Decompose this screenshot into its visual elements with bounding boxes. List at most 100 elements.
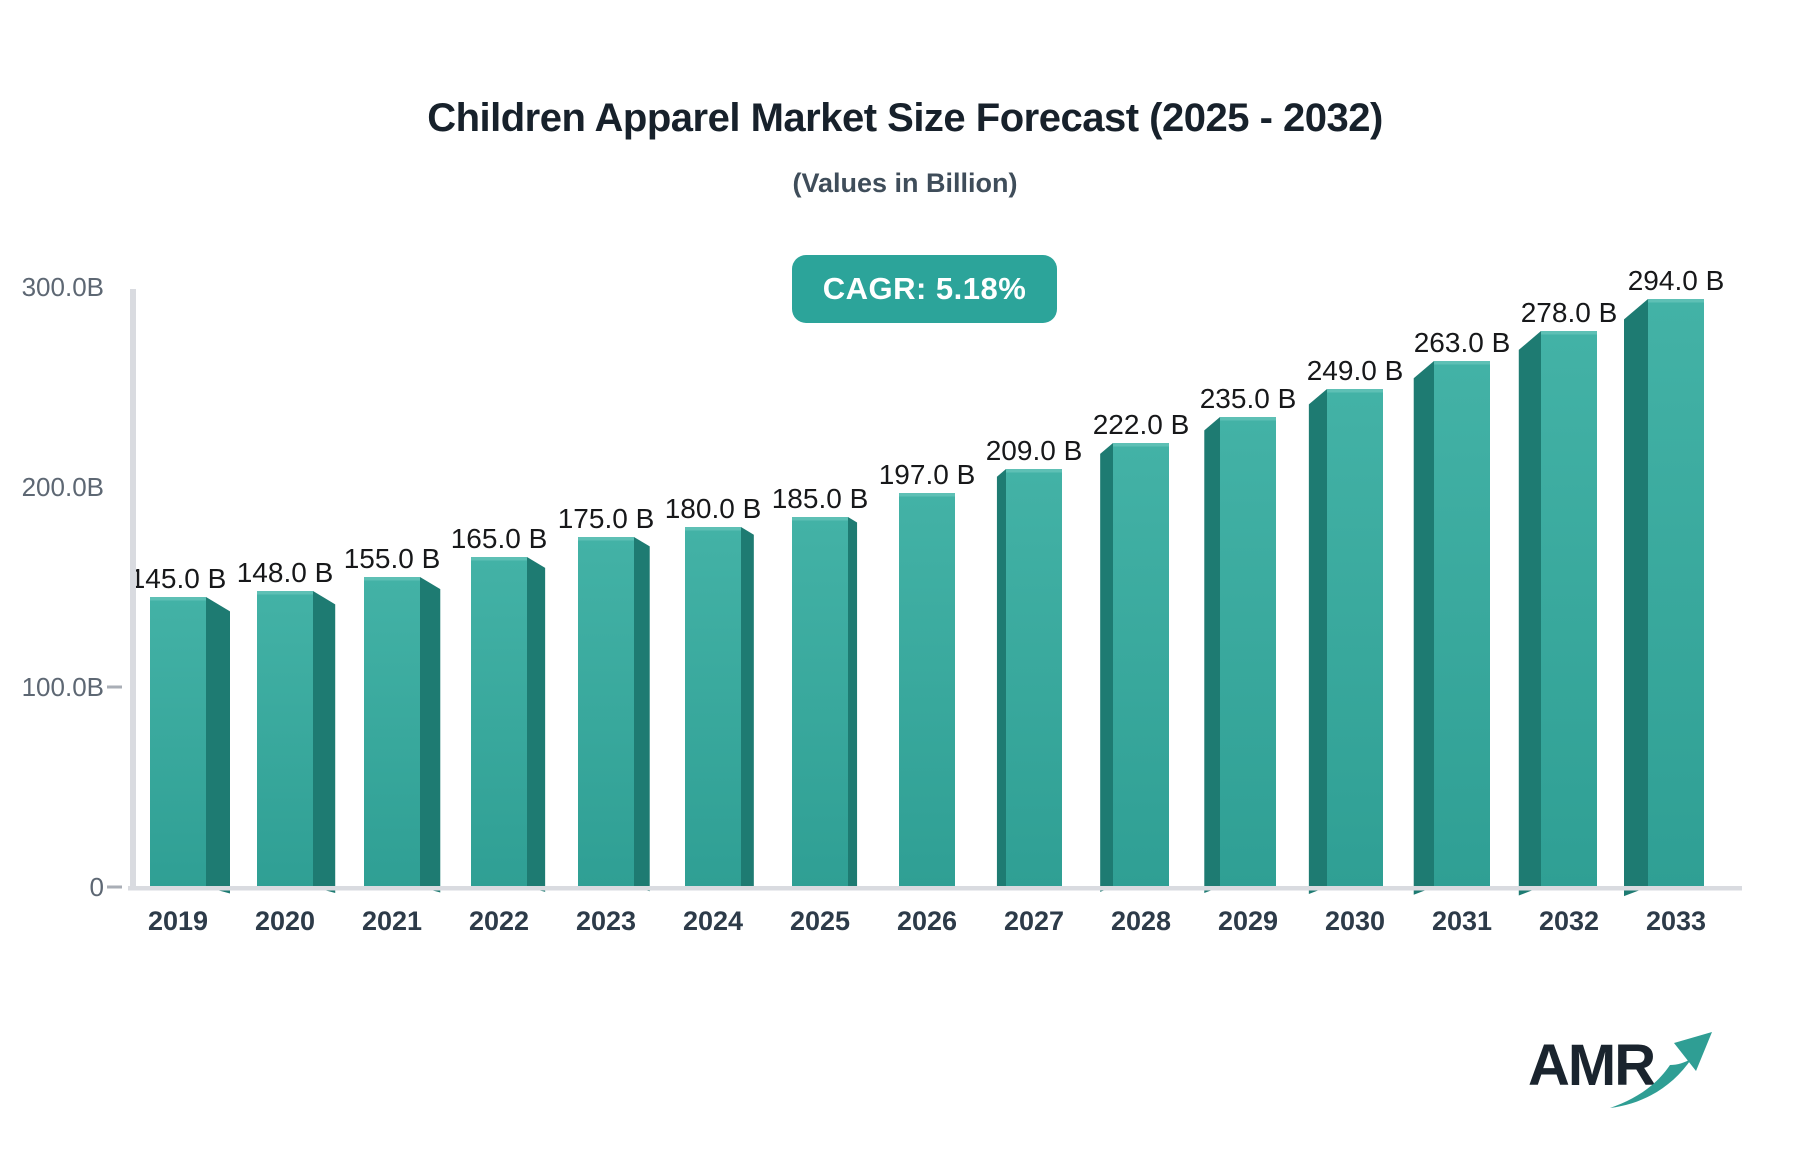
y-axis-line (130, 289, 136, 890)
y-tick-dash (107, 885, 122, 889)
bar-front-face (1006, 469, 1062, 887)
bar-top-highlight (1434, 361, 1490, 365)
bar-side-face (313, 591, 336, 893)
bar-front-face (1648, 299, 1704, 887)
x-axis-label: 2019 (148, 906, 208, 936)
bar-top-highlight (1113, 443, 1169, 447)
bar-front-face (150, 597, 206, 887)
bar-front-face (1113, 443, 1169, 887)
bar-2020: 148.0 B 2020 (237, 557, 336, 936)
bar-value-label: 185.0 B (772, 483, 869, 514)
bars: 145.0 B 2019 148.0 B 2020 155.0 B 2021 165.0 B… (130, 265, 1725, 936)
bar-side-face (1308, 389, 1327, 894)
bar-value-label: 249.0 B (1307, 355, 1404, 386)
y-axis-label: 100.0B (22, 672, 104, 702)
bar-top-highlight (578, 537, 634, 541)
x-axis-label: 2025 (790, 906, 850, 936)
bar-2033: 294.0 B 2033 (1624, 265, 1724, 936)
x-axis-label: 2032 (1539, 906, 1599, 936)
y-axis-label: 0 (90, 872, 104, 902)
bar-top-highlight (364, 577, 420, 581)
bar-top-highlight (471, 557, 527, 561)
bar-2028: 222.0 B 2028 (1093, 409, 1190, 936)
bar-top-highlight (1006, 469, 1062, 473)
bar-front-face (685, 527, 741, 887)
bar-front-face (364, 577, 420, 887)
bar-2022: 165.0 B 2022 (451, 523, 548, 936)
bar-value-label: 165.0 B (451, 523, 548, 554)
bar-value-label: 222.0 B (1093, 409, 1190, 440)
bar-2025: 185.0 B 2025 (772, 483, 869, 936)
x-axis-label: 2028 (1111, 906, 1171, 936)
x-axis-line (128, 886, 1742, 891)
x-axis-label: 2027 (1004, 906, 1064, 936)
bar-top-highlight (150, 597, 206, 601)
x-axis-label: 2033 (1646, 906, 1706, 936)
cagr-badge: CAGR: 5.18% (792, 255, 1057, 323)
bar-value-label: 148.0 B (237, 557, 334, 588)
bar-top-highlight (685, 527, 741, 531)
bar-front-face (899, 493, 955, 887)
bar-value-label: 278.0 B (1521, 297, 1618, 328)
bar-value-label: 197.0 B (879, 459, 976, 490)
page-title: Children Apparel Market Size Forecast (2… (427, 96, 1383, 140)
bar-2021: 155.0 B 2021 (344, 543, 441, 936)
x-axis-label: 2024 (683, 906, 743, 936)
y-axis-label: 300.0B (22, 272, 104, 302)
bar-value-label: 175.0 B (558, 503, 655, 534)
bar-value-label: 294.0 B (1628, 265, 1725, 296)
bar-value-label: 209.0 B (986, 435, 1083, 466)
bar-top-highlight (1327, 389, 1383, 393)
bar-side-face (527, 557, 546, 892)
bar-front-face (471, 557, 527, 887)
bar-side-face (1413, 361, 1434, 895)
bar-front-face (1327, 389, 1383, 887)
x-axis-label: 2031 (1432, 906, 1492, 936)
bar-top-highlight (792, 517, 848, 521)
bar-value-label: 235.0 B (1200, 383, 1297, 414)
bar-2026: 197.0 B 2026 (879, 459, 976, 936)
axes: 300.0B 200.0B 100.0B 0 (22, 272, 1742, 902)
bar-top-highlight (1648, 299, 1704, 303)
bar-value-label: 155.0 B (344, 543, 441, 574)
bar-top-highlight (257, 591, 313, 595)
x-axis-label: 2029 (1218, 906, 1278, 936)
bar-side-face (1204, 417, 1220, 894)
bar-2027: 209.0 B 2027 (986, 435, 1083, 936)
bar-side-face (206, 597, 230, 894)
bar-top-highlight (1220, 417, 1276, 421)
bar-side-face (1518, 331, 1541, 896)
bar-2032: 278.0 B 2032 (1518, 297, 1618, 936)
bar-side-face (1100, 443, 1113, 892)
x-axis-label: 2030 (1325, 906, 1385, 936)
bar-front-face (1541, 331, 1597, 887)
bar-side-face (848, 517, 858, 890)
bar-side-face (420, 577, 441, 893)
x-axis-label: 2021 (362, 906, 422, 936)
bar-value-label: 145.0 B (130, 563, 227, 594)
bar-2023: 175.0 B 2023 (558, 503, 655, 936)
bar-2029: 235.0 B 2029 (1200, 383, 1297, 936)
x-axis-label: 2023 (576, 906, 636, 936)
bar-2030: 249.0 B 2030 (1307, 355, 1404, 936)
y-axis-label: 200.0B (22, 472, 104, 502)
bar-2019: 145.0 B 2019 (130, 563, 230, 936)
bar-side-face (741, 527, 754, 891)
x-axis-label: 2020 (255, 906, 315, 936)
bar-front-face (1220, 417, 1276, 887)
bar-2031: 263.0 B 2031 (1413, 327, 1510, 936)
bar-top-highlight (1541, 331, 1597, 335)
trend-arrow-icon (1610, 1032, 1712, 1108)
bar-top-highlight (899, 493, 955, 497)
bar-front-face (1434, 361, 1490, 887)
page-subtitle: (Values in Billion) (792, 168, 1018, 198)
bar-value-label: 180.0 B (665, 493, 762, 524)
bar-front-face (257, 591, 313, 887)
bar-side-face (996, 469, 1006, 891)
bar-2024: 180.0 B 2024 (665, 493, 762, 936)
y-tick-dash (107, 685, 122, 689)
amr-logo-text: AMR (1528, 1033, 1656, 1098)
amr-logo: AMR (1528, 1030, 1718, 1120)
